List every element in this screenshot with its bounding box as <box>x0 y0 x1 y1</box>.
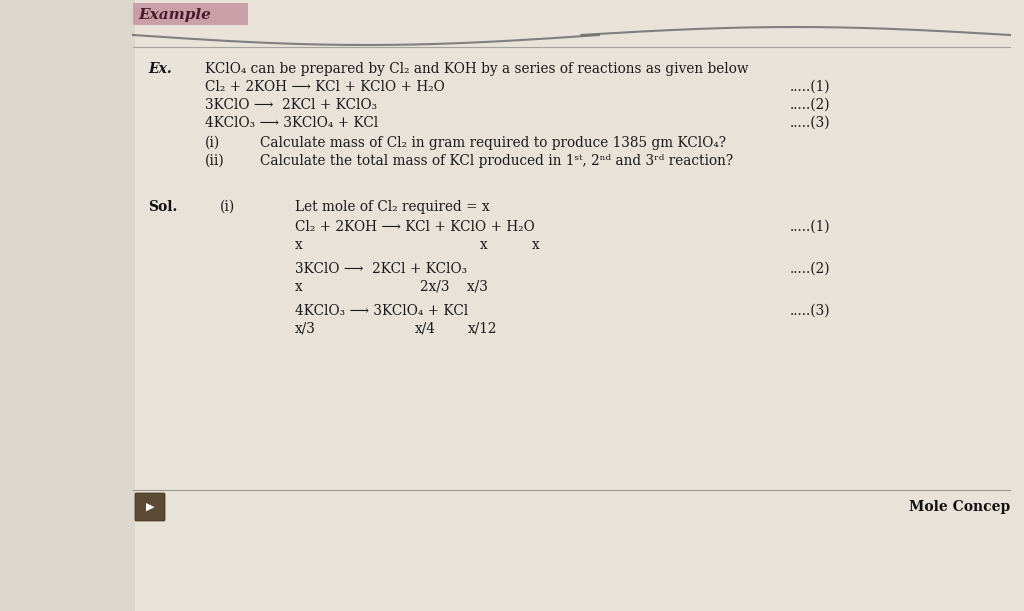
Text: x: x <box>295 238 303 252</box>
Text: .....(2): .....(2) <box>790 98 830 112</box>
Text: 2x/3    x/3: 2x/3 x/3 <box>420 280 487 294</box>
Text: Sol.: Sol. <box>148 200 177 214</box>
Text: 3KClO ⟶  2KCl + KClO₃: 3KClO ⟶ 2KCl + KClO₃ <box>205 98 377 112</box>
Text: Let mole of Cl₂ required = x: Let mole of Cl₂ required = x <box>295 200 489 214</box>
Bar <box>0 0 135 611</box>
Text: Example: Example <box>138 8 211 22</box>
Text: Cl₂ + 2KOH ⟶ KCl + KClO + H₂O: Cl₂ + 2KOH ⟶ KCl + KClO + H₂O <box>295 220 535 234</box>
Text: x/12: x/12 <box>468 322 498 336</box>
Text: 4KClO₃ ⟶ 3KClO₄ + KCl: 4KClO₃ ⟶ 3KClO₄ + KCl <box>205 116 378 130</box>
FancyBboxPatch shape <box>135 493 165 521</box>
Text: KClO₄ can be prepared by Cl₂ and KOH by a series of reactions as given below: KClO₄ can be prepared by Cl₂ and KOH by … <box>205 62 749 76</box>
Text: 3KClO ⟶  2KCl + KClO₃: 3KClO ⟶ 2KCl + KClO₃ <box>295 262 467 276</box>
Text: .....(1): .....(1) <box>790 220 830 234</box>
Text: (ii): (ii) <box>205 154 224 168</box>
Text: .....(3): .....(3) <box>790 304 830 318</box>
Text: Cl₂ + 2KOH ⟶ KCl + KClO + H₂O: Cl₂ + 2KOH ⟶ KCl + KClO + H₂O <box>205 80 444 94</box>
Text: .....(1): .....(1) <box>790 80 830 94</box>
Text: 4KClO₃ ⟶ 3KClO₄ + KCl: 4KClO₃ ⟶ 3KClO₄ + KCl <box>295 304 468 318</box>
Text: Mole Concep: Mole Concep <box>908 500 1010 514</box>
Text: (i): (i) <box>205 136 220 150</box>
Text: Ex.: Ex. <box>148 62 172 76</box>
FancyBboxPatch shape <box>133 3 248 25</box>
Text: Calculate mass of Cl₂ in gram required to produce 1385 gm KClO₄?: Calculate mass of Cl₂ in gram required t… <box>260 136 726 150</box>
Text: .....(3): .....(3) <box>790 116 830 130</box>
Text: x/4: x/4 <box>415 322 436 336</box>
Text: x: x <box>480 238 487 252</box>
Text: x: x <box>295 280 303 294</box>
Text: x: x <box>532 238 540 252</box>
Text: ▶: ▶ <box>145 502 155 512</box>
Text: x/3: x/3 <box>295 322 315 336</box>
Text: Calculate the total mass of KCl produced in 1ˢᵗ, 2ⁿᵈ and 3ʳᵈ reaction?: Calculate the total mass of KCl produced… <box>260 154 733 168</box>
Text: .....(2): .....(2) <box>790 262 830 276</box>
Text: (i): (i) <box>220 200 236 214</box>
